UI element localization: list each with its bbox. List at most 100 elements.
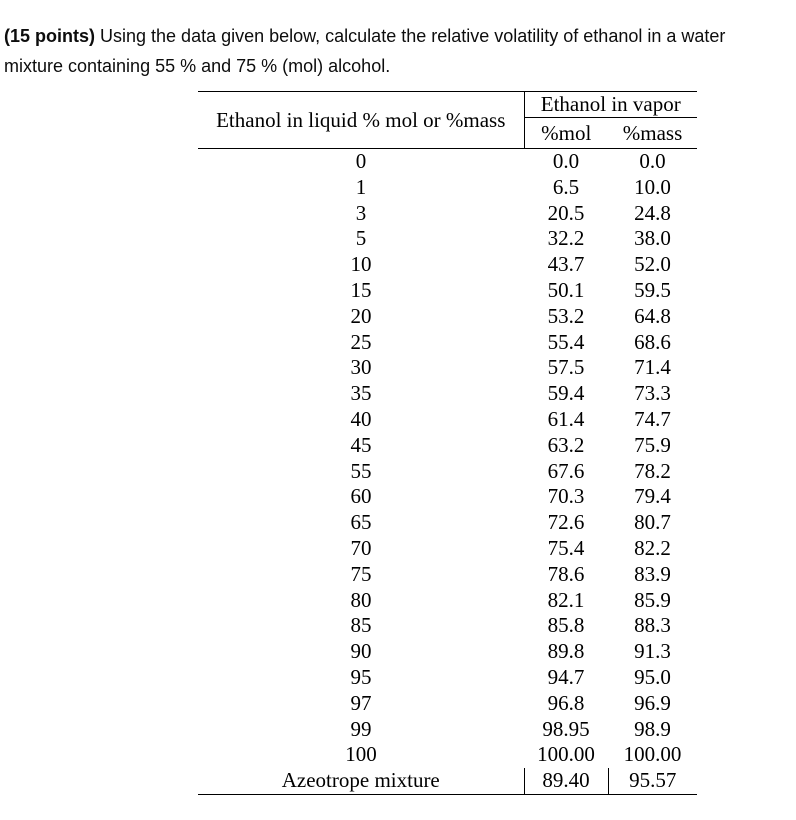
equilibrium-data-table: Ethanol in liquid % mol or %mass Ethanol… [198, 91, 697, 795]
vapor-mol-value: 57.5 [547, 355, 585, 380]
vapor-group-header: Ethanol in vapor [523, 91, 697, 118]
vapor-mol-value: 75.4 [547, 535, 585, 560]
vapor-mol-value: 43.7 [547, 252, 585, 277]
vapor-mol-value: 59.4 [547, 381, 585, 406]
liquid-value: 65 [350, 510, 372, 535]
table-header: Ethanol in liquid % mol or %mass Ethanol… [198, 91, 697, 149]
table-row: 0 0.0 0.0 [198, 149, 697, 175]
table-row: Azeotrope mixture 89.40 95.57 [198, 768, 697, 795]
vapor-mol-value: 6.5 [552, 174, 580, 199]
vapor-mass-value: 59.5 [634, 277, 671, 302]
liquid-value: 40 [350, 406, 372, 431]
vapor-mass-value: 64.8 [634, 303, 671, 328]
vapor-mass-value: 95.57 [607, 768, 697, 795]
table-header-row-1: Ethanol in liquid % mol or %mass Ethanol… [198, 91, 697, 149]
vapor-mass-value: 96.9 [634, 690, 671, 715]
table-row: 1 6.5 10.0 [198, 175, 697, 201]
liquid-value: 80 [350, 587, 372, 612]
table-body: 0 0.0 0.0 1 6.5 10.0 3 20.5 24.8 5 32.2 … [198, 149, 697, 795]
vapor-mass-value: 91.3 [634, 639, 671, 664]
liquid-value: 70 [350, 535, 372, 560]
vapor-mass-value: 80.7 [634, 510, 671, 535]
vapor-mol-value: 100.00 [537, 742, 595, 767]
liquid-value: 45 [350, 432, 372, 457]
liquid-value: Azeotrope mixture [198, 768, 524, 795]
vapor-mol-value: 61.4 [547, 406, 585, 431]
liquid-value: 100 [345, 742, 377, 767]
liquid-value: 75 [350, 561, 372, 586]
vapor-mol-value: 70.3 [547, 484, 585, 509]
vapor-mol-value: 98.95 [542, 716, 590, 741]
table-header-row-2: %mol %mass [198, 117, 697, 149]
table-row: 30 57.5 71.4 [198, 355, 697, 381]
liquid-value: 97 [350, 690, 372, 715]
table-row: 60 70.3 79.4 [198, 484, 697, 510]
vapor-mass-column-header: %mass [608, 117, 697, 149]
vapor-mol-value: 94.7 [547, 664, 585, 689]
liquid-value: 90 [350, 639, 372, 664]
table-row: 15 50.1 59.5 [198, 278, 697, 304]
liquid-value: 10 [350, 252, 372, 277]
vapor-mol-value: 78.6 [547, 561, 585, 586]
liquid-value: 99 [350, 716, 372, 741]
vapor-mol-value: 85.8 [547, 613, 585, 638]
vapor-mass-value: 79.4 [634, 484, 671, 509]
vapor-mass-value: 38.0 [634, 226, 671, 251]
vapor-mass-value: 95.0 [634, 664, 671, 689]
liquid-value: 85 [350, 613, 372, 638]
table-row: 85 85.8 88.3 [198, 613, 697, 639]
vapor-mass-value: 82.2 [634, 535, 671, 560]
vapor-mass-value: 88.3 [634, 613, 671, 638]
table-row: 55 67.6 78.2 [198, 459, 697, 485]
problem-statement: (15 points) Using the data given below, … [4, 21, 725, 81]
table-row: 35 59.4 73.3 [198, 381, 697, 407]
table-row: 70 75.4 82.2 [198, 536, 697, 562]
table-row: 3 20.5 24.8 [198, 201, 697, 227]
liquid-value: 30 [350, 355, 372, 380]
vapor-mol-value: 20.5 [547, 200, 585, 225]
liquid-value: 95 [350, 664, 372, 689]
vapor-mass-value: 83.9 [634, 561, 671, 586]
table-row: 95 94.7 95.0 [198, 665, 697, 691]
vapor-mass-value: 85.9 [634, 587, 671, 612]
table-row: 45 63.2 75.9 [198, 433, 697, 459]
vapor-mol-value: 50.1 [547, 277, 585, 302]
liquid-column-header: Ethanol in liquid % mol or %mass [198, 91, 524, 149]
vapor-mass-value: 52.0 [634, 252, 671, 277]
vapor-mol-value: 82.1 [547, 587, 585, 612]
vapor-mol-value: 0.0 [552, 149, 580, 173]
table-row: 97 96.8 96.9 [198, 691, 697, 717]
vapor-mol-value: 63.2 [547, 432, 585, 457]
vapor-mol-value: 89.40 [523, 768, 608, 795]
table-row: 40 61.4 74.7 [198, 407, 697, 433]
points-label: (15 points) [4, 26, 96, 46]
vapor-mol-value: 53.2 [547, 303, 585, 328]
liquid-value: 15 [350, 277, 372, 302]
liquid-value: 20 [350, 303, 372, 328]
vapor-mass-value: 100.00 [623, 742, 682, 767]
liquid-value: 25 [350, 329, 372, 354]
liquid-value: 55 [350, 458, 372, 483]
vapor-mol-value: 55.4 [547, 329, 585, 354]
vapor-mass-value: 71.4 [634, 355, 671, 380]
problem-line-1-text: Using the data given below, calculate th… [95, 26, 726, 46]
table-row: 5 32.2 38.0 [198, 226, 697, 252]
liquid-value: 1 [355, 174, 367, 199]
vapor-mass-value: 73.3 [634, 381, 671, 406]
table-row: 10 43.7 52.0 [198, 252, 697, 278]
liquid-value: 3 [355, 200, 367, 225]
vapor-mass-value: 0.0 [639, 149, 666, 173]
liquid-value: 5 [355, 226, 367, 251]
vapor-mol-value: 72.6 [547, 510, 585, 535]
vapor-mass-value: 68.6 [634, 329, 671, 354]
vapor-mol-value: 67.6 [547, 458, 585, 483]
table-row: 65 72.6 80.7 [198, 510, 697, 536]
vapor-mass-value: 74.7 [634, 406, 671, 431]
table-row: 25 55.4 68.6 [198, 330, 697, 356]
vapor-mol-value: 32.2 [547, 226, 585, 251]
vapor-mass-value: 78.2 [634, 458, 671, 483]
table-row: 100 100.00 100.00 [198, 742, 697, 768]
problem-line-2: mixture containing 55 % and 75 % (mol) a… [4, 56, 391, 76]
table-row: 20 53.2 64.8 [198, 304, 697, 330]
problem-line-1: (15 points) Using the data given below, … [4, 21, 725, 51]
